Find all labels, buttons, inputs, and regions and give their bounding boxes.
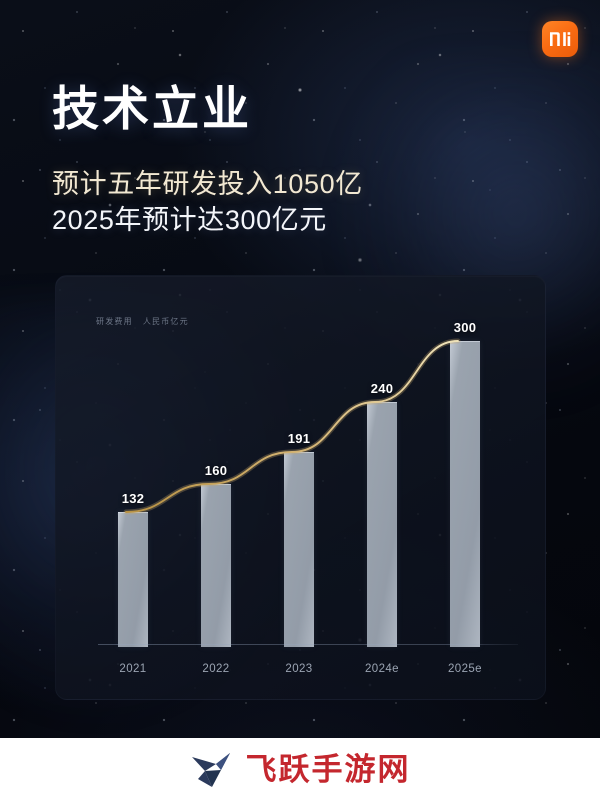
- watermark-text: 飞跃手游网: [245, 751, 411, 787]
- watermark-bar: 飞跃手游网: [0, 738, 600, 800]
- subtitle-line-2: 2025年预计达300亿元: [52, 205, 327, 235]
- chart-x-axis: [98, 644, 518, 645]
- chart-value-label: 160: [204, 463, 228, 478]
- chart-plot-area: 132 2021 160 2022 191 2023 240 2024e 300 2025e: [56, 276, 545, 699]
- chart-value-label: 191: [287, 431, 311, 446]
- chart-x-tick-label: 2022: [202, 663, 230, 675]
- chart-value-label: 240: [370, 381, 394, 396]
- chart-bar: [118, 512, 148, 647]
- chart-bar: [450, 341, 480, 647]
- chart-value-label: 132: [121, 491, 145, 506]
- chart-caption-unit: 人民币亿元: [142, 317, 189, 326]
- chart-x-tick-label: 2024e: [365, 663, 399, 675]
- subtitle-line-1: 预计五年研发投入1050亿: [52, 169, 363, 199]
- chart-value-label: 300: [453, 320, 477, 335]
- chart-caption-metric: 研发费用: [96, 317, 133, 326]
- chart-bar: [284, 452, 314, 647]
- chart-card: 研发费用 人民币亿元 132 2021 160 2022 191 2023 240 2024e 3…: [55, 275, 546, 700]
- chart-x-tick-label: 2023: [285, 663, 313, 675]
- chart-x-tick-label: 2021: [119, 663, 147, 675]
- origami-bird-icon: [191, 753, 230, 787]
- chart-bar: [201, 484, 231, 647]
- chart-x-tick-label: 2025e: [448, 663, 482, 675]
- xiaomi-mi-logo-icon: [542, 21, 578, 57]
- page-title: 技术立业: [52, 82, 252, 135]
- chart-bar: [367, 402, 397, 647]
- chart-caption: 研发费用 人民币亿元: [96, 316, 189, 327]
